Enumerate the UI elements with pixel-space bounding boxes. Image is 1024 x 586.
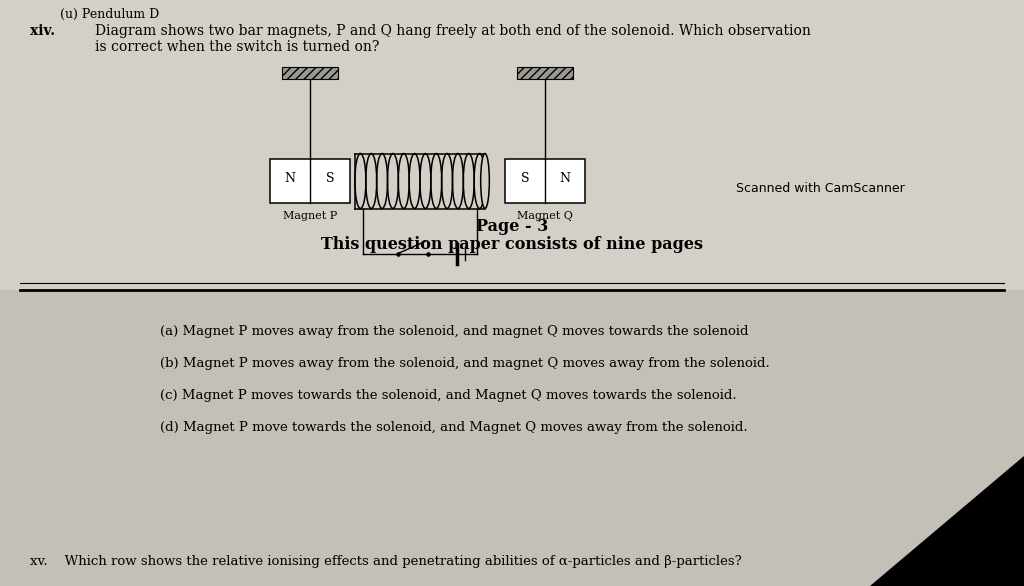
Text: Magnet Q: Magnet Q xyxy=(517,211,573,221)
Text: Page - 3: Page - 3 xyxy=(476,218,548,235)
Text: N: N xyxy=(285,172,296,186)
Text: S: S xyxy=(326,172,334,186)
Text: (b) Magnet P moves away from the solenoid, and magnet Q moves away from the sole: (b) Magnet P moves away from the solenoi… xyxy=(160,357,770,370)
Text: (u) Pendulum D: (u) Pendulum D xyxy=(60,8,160,21)
Text: Scanned with CamScanner: Scanned with CamScanner xyxy=(735,182,904,195)
Text: is correct when the switch is turned on?: is correct when the switch is turned on? xyxy=(95,40,379,54)
Text: Magnet P: Magnet P xyxy=(283,211,337,221)
Text: (c) Magnet P moves towards the solenoid, and Magnet Q moves towards the solenoid: (c) Magnet P moves towards the solenoid,… xyxy=(160,389,736,402)
Text: xv.    Which row shows the relative ionising effects and penetrating abilities o: xv. Which row shows the relative ionisin… xyxy=(30,555,741,568)
Bar xyxy=(270,159,350,203)
Ellipse shape xyxy=(480,154,489,209)
Text: Diagram shows two bar magnets, P and Q hang freely at both end of the solenoid. : Diagram shows two bar magnets, P and Q h… xyxy=(95,24,811,38)
Bar xyxy=(282,67,338,79)
Bar xyxy=(0,0,1024,290)
Text: xiv.: xiv. xyxy=(30,24,55,38)
Bar xyxy=(505,159,585,203)
Text: This question paper consists of nine pages: This question paper consists of nine pag… xyxy=(321,236,703,253)
Text: (a) Magnet P moves away from the solenoid, and magnet Q moves towards the soleno: (a) Magnet P moves away from the solenoi… xyxy=(160,325,749,338)
Text: S: S xyxy=(521,172,529,186)
Text: (d) Magnet P move towards the solenoid, and Magnet Q moves away from the solenoi: (d) Magnet P move towards the solenoid, … xyxy=(160,421,748,434)
Polygon shape xyxy=(870,456,1024,586)
Text: N: N xyxy=(559,172,570,186)
Bar xyxy=(517,67,573,79)
Bar xyxy=(0,290,1024,586)
